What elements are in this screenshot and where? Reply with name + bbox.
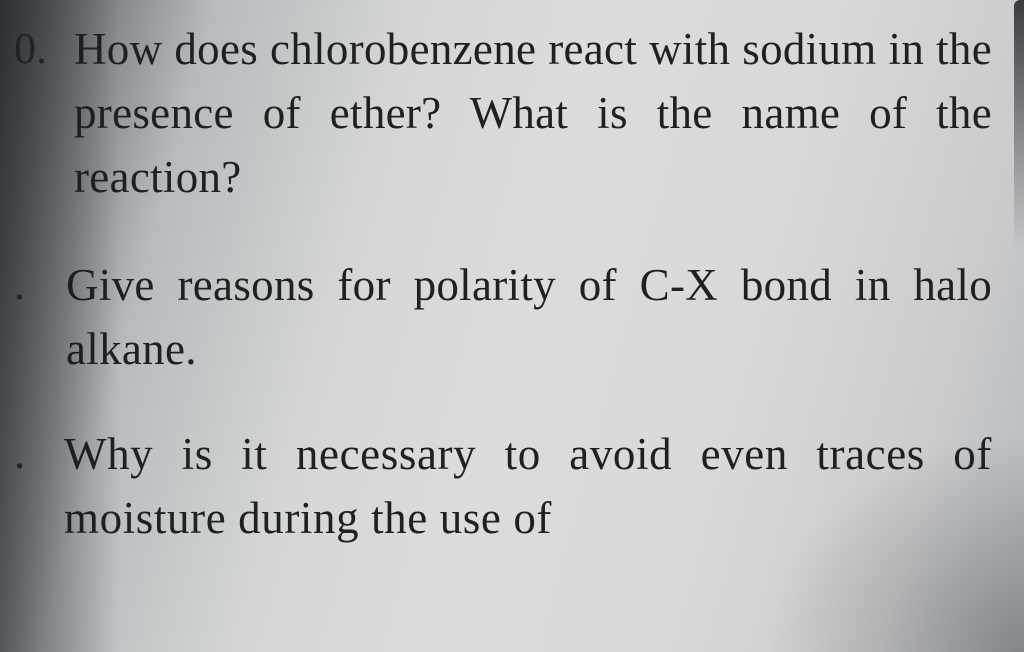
question-text: Give reasons for polarity of C-X bond in… xyxy=(66,254,992,382)
question-2: . Why is it necessary to avoid even trac… xyxy=(14,423,992,551)
question-number: . xyxy=(14,254,66,313)
question-1: . Give reasons for polarity of C-X bond … xyxy=(14,254,992,382)
question-number: 0. xyxy=(14,18,74,77)
question-0: 0. How does chlorobenzene react with sod… xyxy=(14,18,992,210)
question-number: . xyxy=(14,423,64,482)
textbook-page: 0. How does chlorobenzene react with sod… xyxy=(0,0,1024,652)
question-text: Why is it necessary to avoid even traces… xyxy=(64,423,992,551)
question-text: How does chlorobenzene react with sodium… xyxy=(74,18,992,210)
